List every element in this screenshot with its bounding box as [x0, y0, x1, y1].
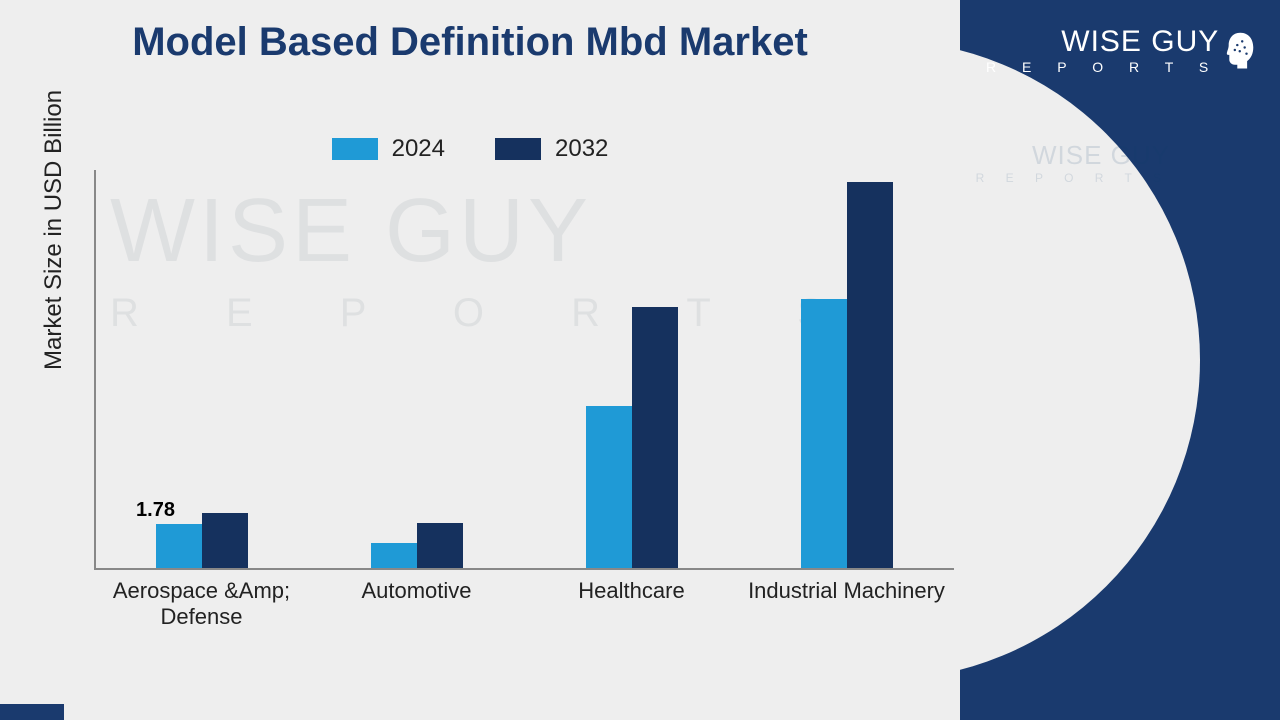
bar-2024 [371, 543, 417, 568]
chart-title: Model Based Definition Mbd Market [0, 20, 940, 65]
y-axis-label: Market Size in USD Billion [40, 90, 68, 370]
bar-2024 [801, 299, 847, 568]
bar-group [524, 170, 739, 568]
legend-label-2024: 2024 [392, 135, 445, 163]
legend-swatch-2024 [332, 138, 378, 160]
x-axis [94, 568, 954, 570]
legend: 2024 2032 [0, 135, 940, 163]
bar-2032 [417, 523, 463, 568]
bar-2032 [202, 513, 248, 568]
chart-area: 1.78 [94, 170, 954, 570]
bars-container: 1.78 [94, 170, 954, 568]
brand-sub: R E P O R T S [986, 59, 1219, 75]
wm-small-main: WISE GUY [930, 140, 1170, 171]
x-axis-label: Aerospace &Amp; Defense [94, 578, 309, 631]
bar-2032 [847, 182, 893, 568]
watermark-logo-small: WISE GUY R E P O R T S [930, 140, 1170, 185]
wm-small-sub: R E P O R T S [930, 171, 1170, 185]
x-axis-label: Automotive [309, 578, 524, 631]
bar-group: 1.78 [94, 170, 309, 568]
bar-2024 [586, 406, 632, 568]
legend-swatch-2032 [495, 138, 541, 160]
bar-value-label: 1.78 [136, 499, 175, 522]
x-axis-label: Industrial Machinery [739, 578, 954, 631]
bar-group [739, 170, 954, 568]
bar-group [309, 170, 524, 568]
legend-label-2032: 2032 [555, 135, 608, 163]
brand-logo: WISE GUY R E P O R T S [986, 20, 1256, 80]
bar-2024 [156, 524, 202, 568]
brand-main: WISE GUY [986, 25, 1219, 59]
legend-item-2032: 2032 [495, 135, 608, 163]
bar-2032 [632, 307, 678, 568]
x-axis-label: Healthcare [524, 578, 739, 631]
legend-item-2024: 2024 [332, 135, 445, 163]
head-icon [1225, 20, 1256, 80]
x-labels-row: Aerospace &Amp; DefenseAutomotiveHealthc… [94, 578, 954, 631]
corner-accent [0, 704, 64, 720]
